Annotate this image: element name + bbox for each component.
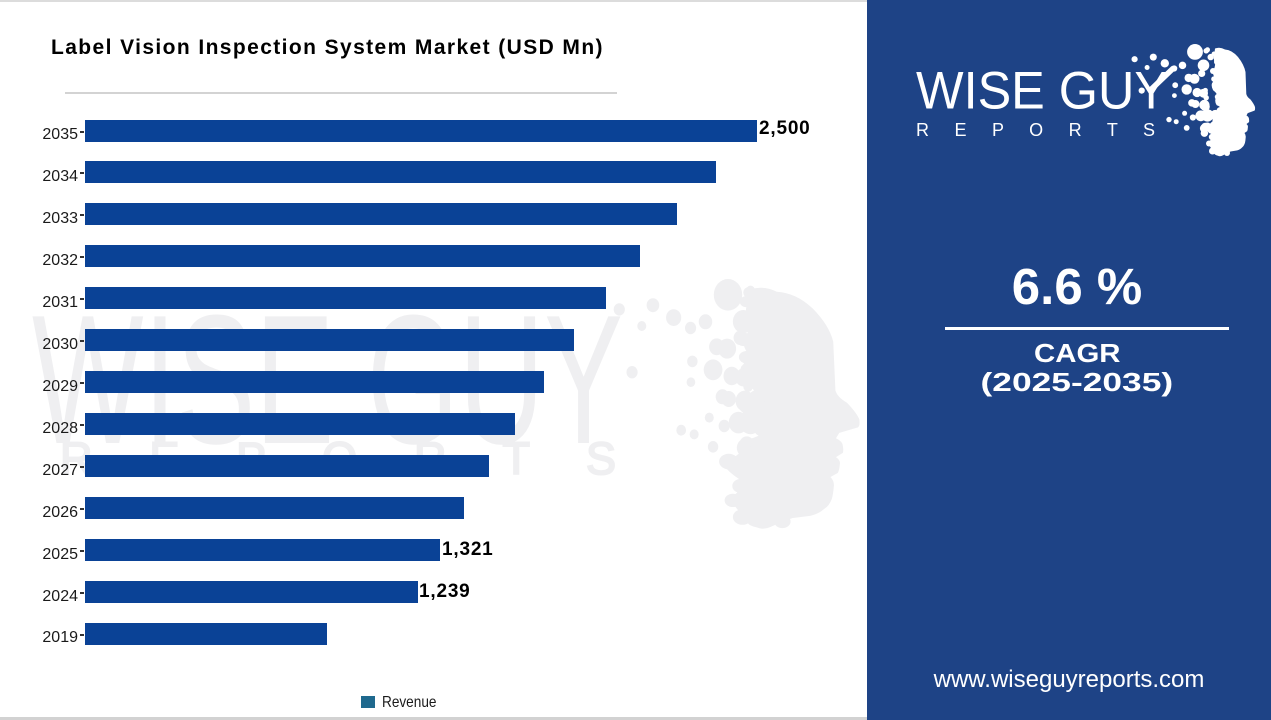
svg-text:WISE GUY: WISE GUY [916, 62, 1168, 121]
svg-text:R E P O R T S: R E P O R T S [916, 120, 1155, 140]
